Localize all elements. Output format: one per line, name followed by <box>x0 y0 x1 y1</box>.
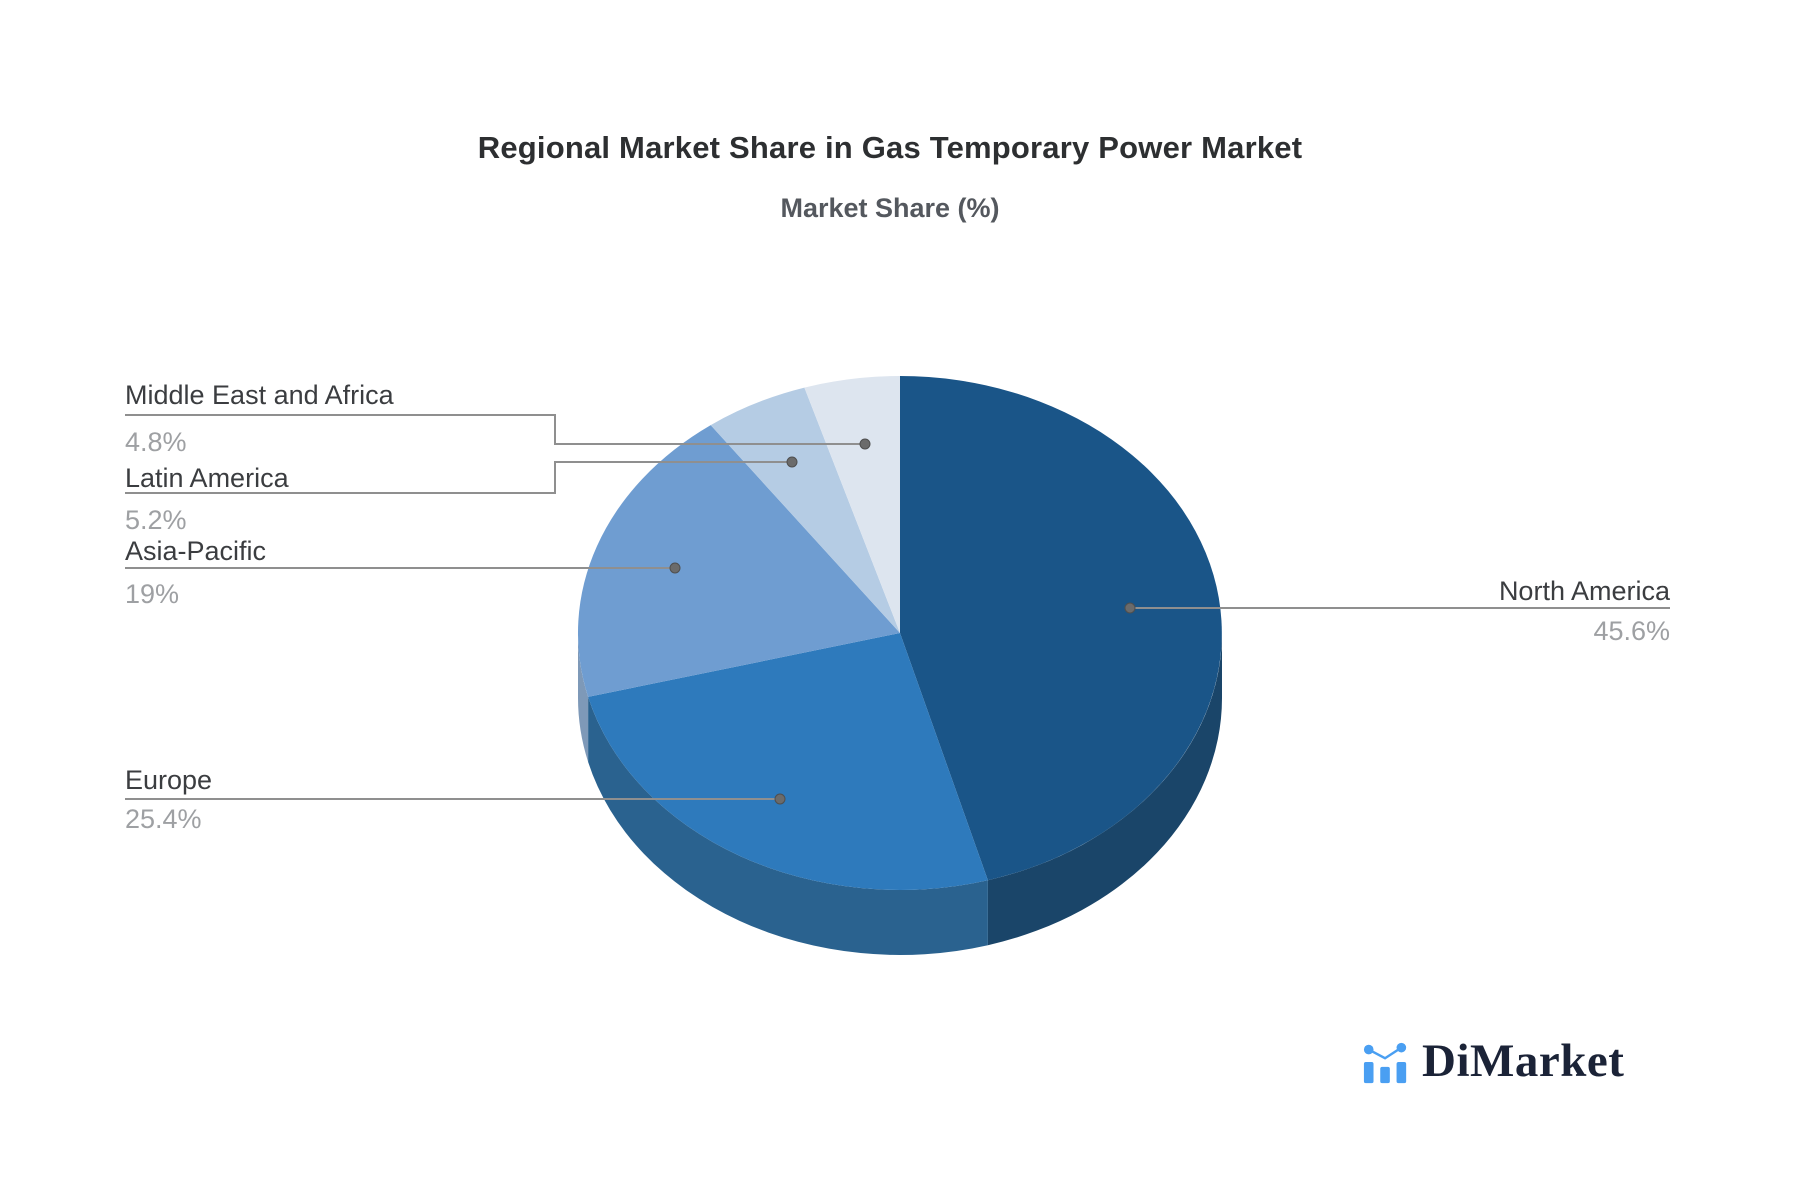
pie-side-north-america <box>987 633 1222 946</box>
pie-slice-asia-pacific <box>577 425 900 697</box>
leader-lines <box>125 414 1670 800</box>
leader-line-latin-america <box>125 461 792 494</box>
pie-slice-europe <box>588 633 988 890</box>
label-asia-pacific: Asia-Pacific <box>125 536 267 566</box>
label-middle-east-and-africa: Middle East and Africa <box>125 380 394 410</box>
leader-dot-north-america <box>1124 602 1136 614</box>
value-asia-pacific: 19% <box>125 579 180 609</box>
label-latin-america: Latin America <box>125 463 289 493</box>
pie-side-asia-pacific <box>578 633 589 762</box>
label-europe: Europe <box>125 765 213 795</box>
dimarket-logo: DiMarket <box>1362 1038 1624 1085</box>
value-middle-east-and-africa: 4.8% <box>125 427 187 457</box>
value-europe: 25.4% <box>125 804 202 834</box>
leader-dot-asia-pacific <box>669 562 681 574</box>
value-north-america: 45.6% <box>1593 616 1670 646</box>
pie-slice-middle-east-and-africa <box>804 376 900 633</box>
pie-slice-north-america <box>900 376 1222 881</box>
leader-dot-europe <box>774 793 786 805</box>
pie-slices <box>577 376 1222 955</box>
bar-and-line-chart-icon <box>1363 1042 1407 1084</box>
pie-slice-latin-america <box>710 387 900 633</box>
leader-line-middle-east-and-africa <box>125 414 865 445</box>
chart-subtitle: Market Share (%) <box>780 193 1000 223</box>
leader-dot-middle-east-and-africa <box>859 438 871 450</box>
value-latin-america: 5.2% <box>125 505 187 535</box>
logo-text: DiMarket <box>1422 1035 1625 1087</box>
leader-dot-latin-america <box>786 456 798 468</box>
leader-dots <box>669 438 1136 805</box>
pie-side-europe <box>588 696 988 955</box>
label-north-america: North America <box>1498 576 1670 606</box>
chart-title: Regional Market Share in Gas Temporary P… <box>477 130 1303 165</box>
